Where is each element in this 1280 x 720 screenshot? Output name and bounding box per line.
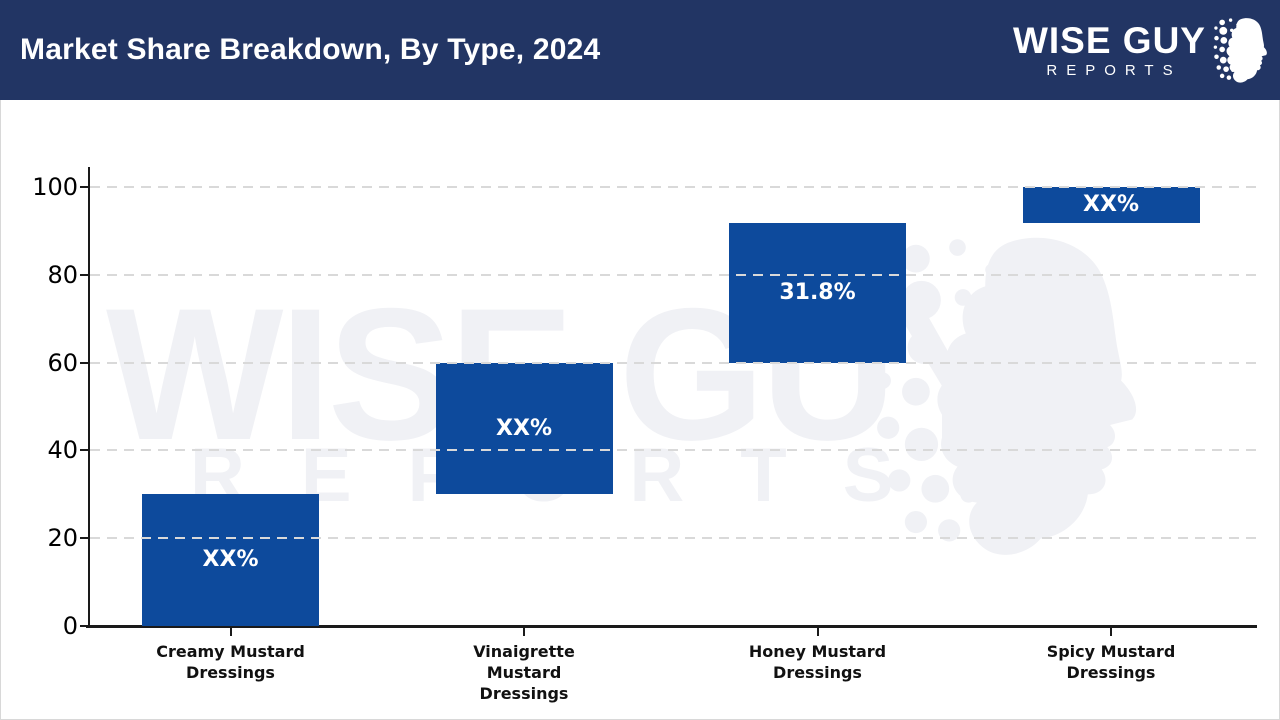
gridline bbox=[90, 449, 1256, 452]
x-tick-mark bbox=[523, 628, 525, 636]
x-category-label: Vinaigrette Mustard Dressings bbox=[473, 642, 575, 703]
gridline bbox=[90, 273, 1256, 276]
x-tick-mark bbox=[229, 628, 232, 636]
y-tick-mark bbox=[80, 625, 88, 627]
bar-value-label: XX% bbox=[1083, 192, 1139, 217]
gridline bbox=[90, 186, 1256, 188]
x-tick-mark bbox=[816, 628, 819, 636]
x-axis-line bbox=[86, 625, 1257, 628]
bar-segment bbox=[435, 362, 613, 495]
gridline bbox=[90, 537, 1256, 540]
y-tick-mark bbox=[80, 186, 88, 188]
x-category-label: Creamy Mustard Dressings bbox=[156, 642, 305, 682]
wiseguy-logo: WISE GUY REPORTS bbox=[1013, 10, 1280, 90]
x-tick-mark bbox=[1110, 628, 1112, 636]
logo-wordmark: WISE GUY bbox=[1012, 20, 1206, 61]
wiseguy-face-icon bbox=[1212, 10, 1274, 90]
y-tick-label: 60 bbox=[47, 348, 78, 377]
x-category-label: Spicy Mustard Dressings bbox=[1046, 642, 1176, 682]
logo-text: WISE GUY REPORTS bbox=[1013, 22, 1206, 78]
y-tick-label: 0 bbox=[62, 612, 78, 640]
bar-segment bbox=[1022, 187, 1200, 223]
gridline bbox=[90, 361, 1256, 364]
x-category-label: Honey Mustard Dressings bbox=[748, 642, 887, 682]
y-tick-label: 40 bbox=[47, 436, 78, 465]
y-axis-line bbox=[88, 167, 90, 628]
y-tick-mark bbox=[80, 361, 88, 364]
bar-value-label: XX% bbox=[496, 415, 552, 441]
y-tick-mark bbox=[80, 449, 88, 452]
page-title: Market Share Breakdown, By Type, 2024 bbox=[20, 33, 601, 66]
bar-value-label: 31.8% bbox=[779, 279, 856, 305]
y-tick-mark bbox=[80, 273, 88, 276]
logo-subtext: REPORTS bbox=[1046, 62, 1182, 79]
title-bar: Market Share Breakdown, By Type, 2024 WI… bbox=[0, 0, 1280, 100]
bar-value-label: XX% bbox=[202, 547, 259, 573]
y-tick-label: 20 bbox=[47, 524, 78, 553]
bar-segment bbox=[142, 494, 319, 626]
bar-segment bbox=[729, 222, 906, 363]
y-tick-mark bbox=[80, 537, 88, 540]
y-tick-label: 80 bbox=[47, 260, 78, 289]
y-tick-label: 100 bbox=[32, 173, 78, 201]
